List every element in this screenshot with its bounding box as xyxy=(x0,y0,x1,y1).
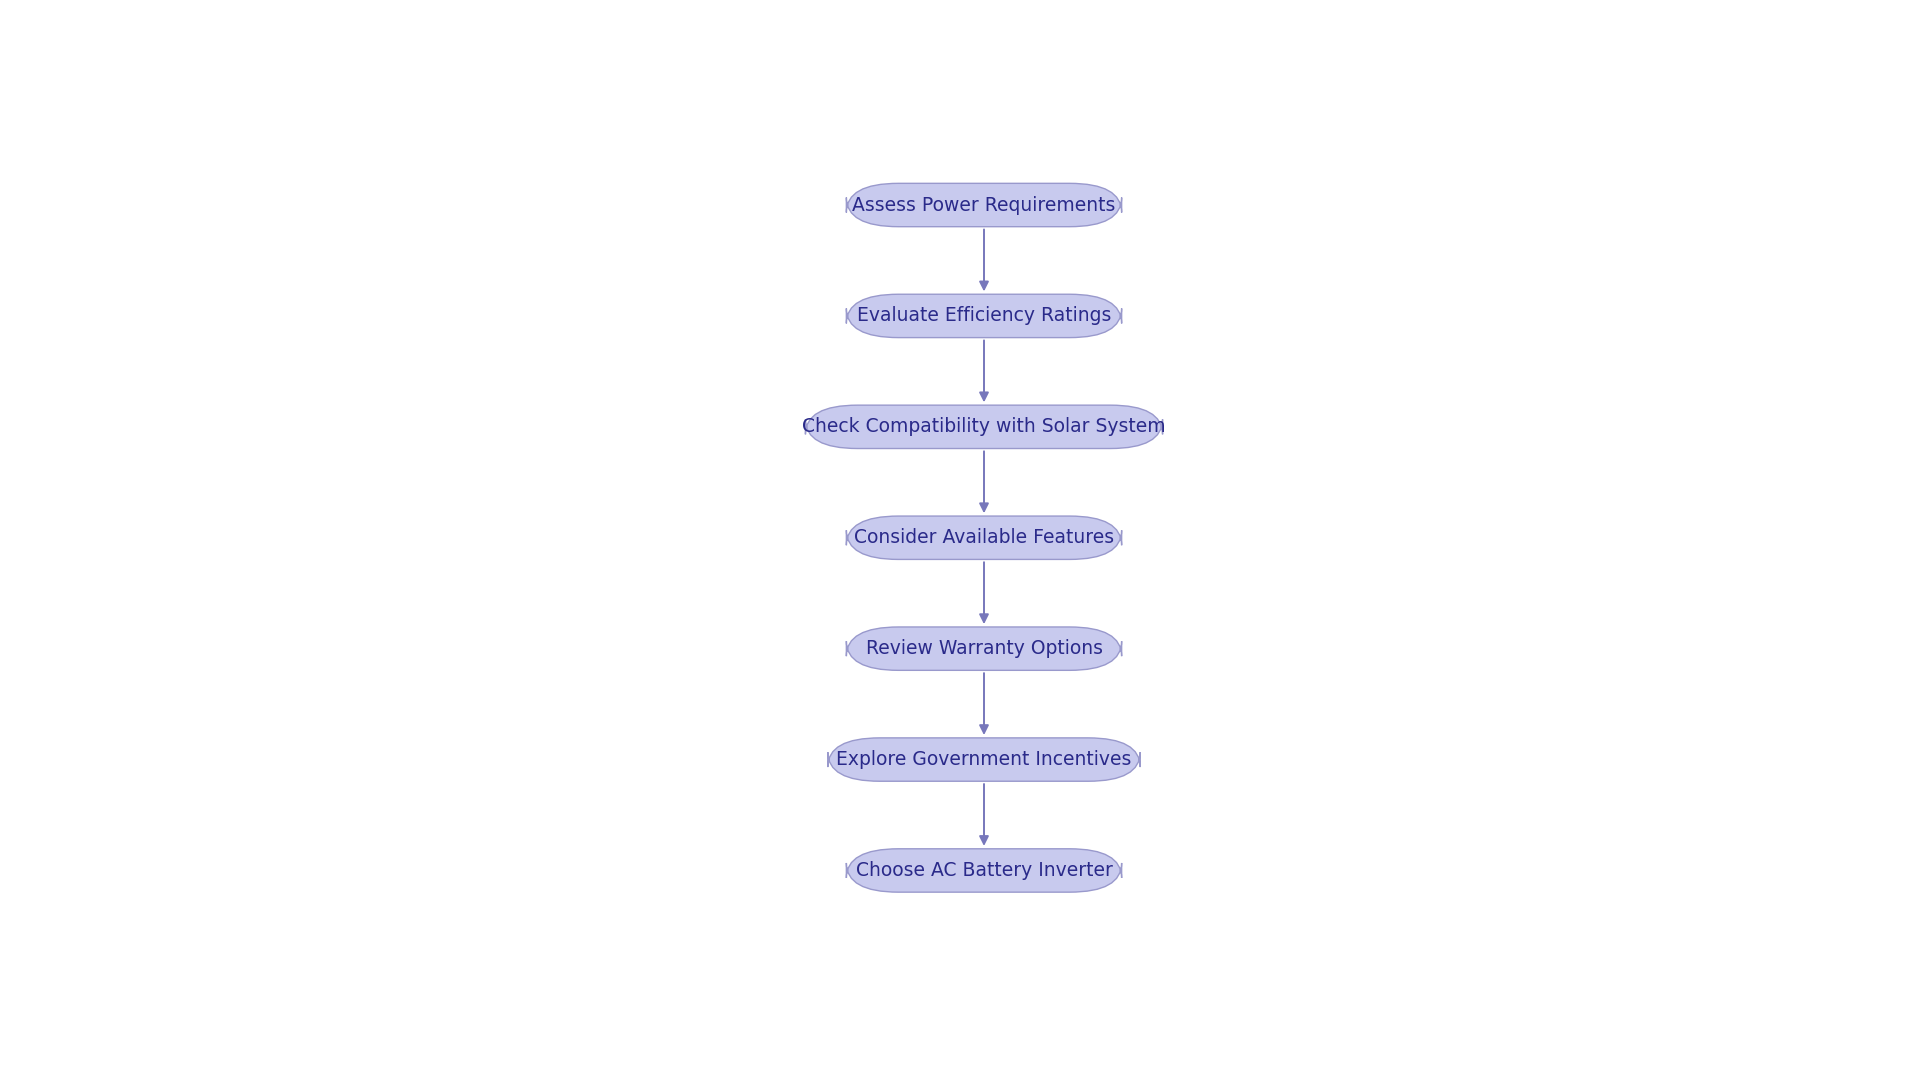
Text: Explore Government Incentives: Explore Government Incentives xyxy=(837,751,1131,769)
FancyBboxPatch shape xyxy=(847,627,1121,670)
FancyBboxPatch shape xyxy=(847,295,1121,338)
FancyBboxPatch shape xyxy=(828,738,1140,781)
FancyBboxPatch shape xyxy=(806,405,1162,448)
Text: Check Compatibility with Solar System: Check Compatibility with Solar System xyxy=(803,417,1165,436)
Text: Consider Available Features: Consider Available Features xyxy=(854,529,1114,547)
Text: Assess Power Requirements: Assess Power Requirements xyxy=(852,196,1116,214)
FancyBboxPatch shape xyxy=(847,183,1121,226)
FancyBboxPatch shape xyxy=(847,517,1121,560)
FancyBboxPatch shape xyxy=(847,849,1121,892)
Text: Choose AC Battery Inverter: Choose AC Battery Inverter xyxy=(856,861,1112,880)
Text: Review Warranty Options: Review Warranty Options xyxy=(866,639,1102,658)
Text: Evaluate Efficiency Ratings: Evaluate Efficiency Ratings xyxy=(856,306,1112,325)
